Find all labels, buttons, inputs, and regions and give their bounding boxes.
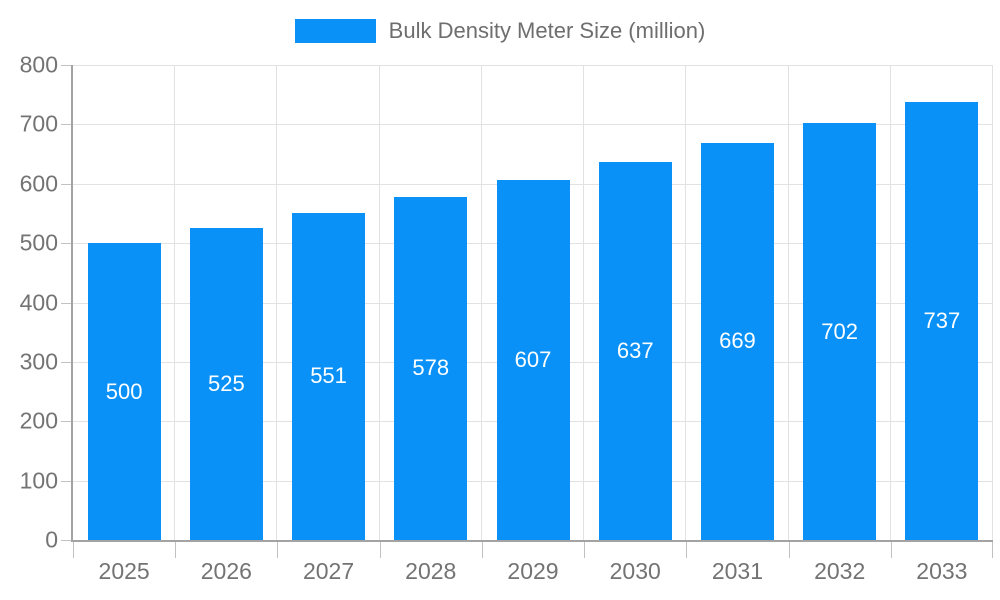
x-axis-tick bbox=[379, 542, 381, 558]
gridline-horizontal bbox=[73, 65, 993, 66]
x-axis-label: 2032 bbox=[814, 558, 866, 584]
gridline-vertical bbox=[583, 65, 585, 540]
y-axis-label: 100 bbox=[19, 467, 58, 494]
legend-swatch bbox=[294, 19, 376, 43]
bar-2028[interactable]: 578 bbox=[394, 196, 468, 540]
bar-value-label: 669 bbox=[719, 328, 756, 354]
legend-item[interactable]: Bulk Density Meter Size (million) bbox=[0, 17, 1000, 45]
y-axis-tick bbox=[61, 183, 71, 185]
bar-value-label: 637 bbox=[616, 337, 654, 363]
y-axis-tick bbox=[61, 540, 71, 541]
gridline-vertical bbox=[685, 65, 687, 540]
x-axis-tick bbox=[277, 542, 279, 558]
bar-2031[interactable]: 669 bbox=[700, 142, 774, 540]
y-axis-label: 200 bbox=[19, 407, 58, 434]
gridline-vertical bbox=[889, 65, 891, 540]
bar-value-label: 702 bbox=[821, 318, 859, 344]
x-axis-label: 2030 bbox=[609, 558, 661, 584]
y-axis-tick bbox=[61, 243, 71, 245]
y-axis-line bbox=[71, 65, 73, 542]
y-axis-tick bbox=[61, 124, 71, 126]
y-axis-label: 700 bbox=[19, 110, 58, 137]
x-axis-label: 2029 bbox=[507, 558, 559, 584]
bar-2029[interactable]: 607 bbox=[496, 179, 570, 540]
x-axis-label: 2025 bbox=[98, 558, 150, 584]
y-axis-tick bbox=[61, 65, 71, 66]
bar-value-label: 578 bbox=[412, 355, 450, 381]
x-axis-tick bbox=[788, 542, 790, 558]
y-axis-tick bbox=[61, 480, 71, 482]
y-axis-tick bbox=[61, 421, 71, 423]
bar-value-label: 607 bbox=[514, 346, 552, 372]
y-axis-label: 400 bbox=[19, 289, 58, 315]
gridline-vertical bbox=[992, 65, 993, 540]
bar-value-label: 737 bbox=[923, 308, 961, 334]
bar-2030[interactable]: 637 bbox=[598, 161, 672, 540]
gridline-vertical bbox=[787, 65, 789, 540]
bar-2025[interactable]: 500 bbox=[87, 243, 161, 540]
gridline-horizontal bbox=[73, 124, 993, 126]
bar-2033[interactable]: 737 bbox=[905, 102, 979, 540]
x-axis-label: 2033 bbox=[916, 558, 968, 584]
y-axis-label: 800 bbox=[19, 51, 58, 78]
x-axis-tick bbox=[175, 542, 177, 558]
gridline-vertical bbox=[276, 65, 278, 540]
gridline-vertical bbox=[174, 65, 176, 540]
x-axis-label: 2026 bbox=[200, 558, 252, 584]
x-axis-line bbox=[71, 540, 993, 542]
x-axis-tick bbox=[584, 542, 586, 558]
plot-area: 0 100 200 300 400 500 600 700 800 2025 500 2026 525 2… bbox=[20, 53, 993, 583]
bar-value-label: 525 bbox=[207, 371, 245, 397]
legend-label: Bulk Density Meter Size (million) bbox=[388, 18, 706, 43]
x-axis-tick bbox=[890, 542, 892, 558]
y-axis-label: 600 bbox=[19, 170, 58, 197]
y-axis-label: 500 bbox=[19, 229, 58, 256]
y-axis-tick bbox=[61, 302, 71, 304]
bar-value-label: 500 bbox=[105, 378, 143, 404]
x-axis-label: 2028 bbox=[405, 558, 457, 584]
bar-2032[interactable]: 702 bbox=[803, 123, 877, 540]
gridline-vertical bbox=[378, 65, 380, 540]
x-axis-label: 2027 bbox=[302, 558, 355, 584]
x-axis-tick bbox=[73, 542, 74, 558]
y-axis-tick bbox=[61, 361, 71, 363]
bar-value-label: 551 bbox=[310, 363, 347, 389]
gridline-vertical bbox=[480, 65, 482, 540]
x-axis-label: 2031 bbox=[711, 558, 764, 584]
y-axis-label: 300 bbox=[19, 348, 58, 375]
bar-2027[interactable]: 551 bbox=[292, 212, 366, 540]
x-axis-tick bbox=[686, 542, 688, 558]
bar-2026[interactable]: 525 bbox=[189, 228, 263, 540]
y-axis-label: 0 bbox=[45, 526, 58, 553]
x-axis-tick bbox=[481, 542, 483, 558]
x-axis-tick bbox=[992, 542, 993, 558]
